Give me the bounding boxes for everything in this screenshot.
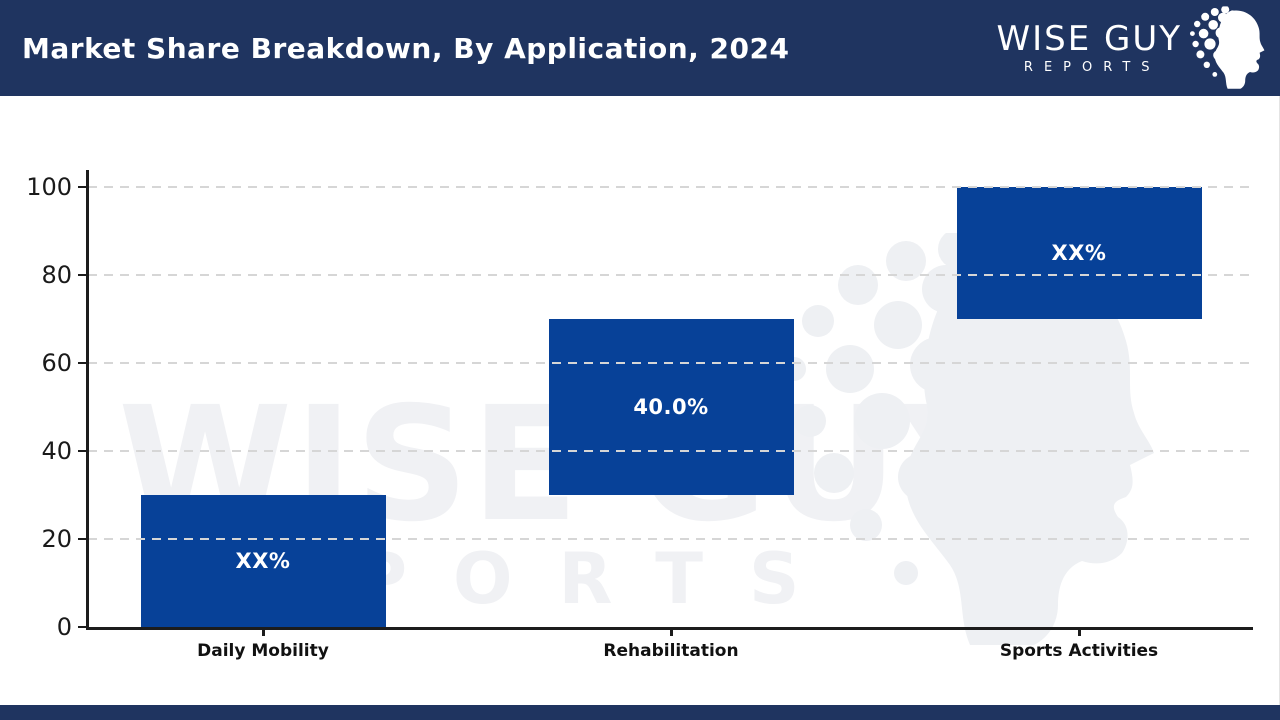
y-tick-label-60: 60	[41, 349, 72, 377]
y-tick-label-20: 20	[41, 525, 72, 553]
x-category-label-1: Rehabilitation	[603, 641, 739, 661]
logo-text: WISE GUY REPORTS	[996, 22, 1182, 75]
y-tickmark-80	[78, 274, 86, 276]
logo-wordmark: WISE GUY	[996, 18, 1182, 59]
y-tickmark-0	[78, 626, 86, 628]
x-tickmark-0	[262, 627, 265, 636]
bar-1: 40.0%	[548, 319, 794, 495]
x-category-label-0: Daily Mobility	[197, 641, 329, 661]
y-axis-line	[86, 170, 89, 630]
bar-value-label: XX%	[1051, 241, 1107, 265]
bar-2: XX%	[956, 187, 1202, 319]
y-tickmark-40	[78, 450, 86, 452]
bar-value-label: XX%	[235, 549, 291, 573]
x-tickmark-2	[1078, 627, 1081, 636]
y-tickmark-20	[78, 538, 86, 540]
footer-bar	[0, 705, 1280, 720]
y-tickmark-60	[78, 362, 86, 364]
chart-area: WISE GUY REPORTS 0 20 40 60 80 100 XX% Daily M…	[0, 96, 1280, 705]
gridline-60	[88, 362, 1251, 364]
gridline-40	[88, 450, 1251, 452]
gridline-100	[88, 186, 1251, 188]
plot: XX% Daily Mobility 40.0% Rehabilitation XX% S…	[78, 170, 1253, 661]
y-tickmark-100	[78, 186, 86, 188]
y-axis-labels: 0 20 40 60 80 100	[0, 170, 76, 641]
gridline-80	[88, 274, 1251, 276]
page-title: Market Share Breakdown, By Application, …	[22, 31, 790, 65]
header-bar: Market Share Breakdown, By Application, …	[0, 0, 1280, 96]
x-tickmark-1	[670, 627, 673, 636]
wise-guy-logo: WISE GUY REPORTS	[996, 4, 1266, 92]
y-tick-label-80: 80	[41, 261, 72, 289]
gridline-20	[88, 538, 1251, 540]
bar-value-label: 40.0%	[633, 395, 709, 419]
logo-head-icon	[1186, 6, 1266, 90]
bar-0: XX%	[140, 495, 386, 627]
logo-subtext: REPORTS	[1023, 59, 1161, 75]
x-category-label-2: Sports Activities	[999, 641, 1159, 661]
x-axis-line	[86, 627, 1253, 630]
y-tick-label-40: 40	[41, 437, 72, 465]
y-tick-label-100: 100	[26, 172, 72, 201]
y-tick-label-0: 0	[56, 613, 72, 641]
